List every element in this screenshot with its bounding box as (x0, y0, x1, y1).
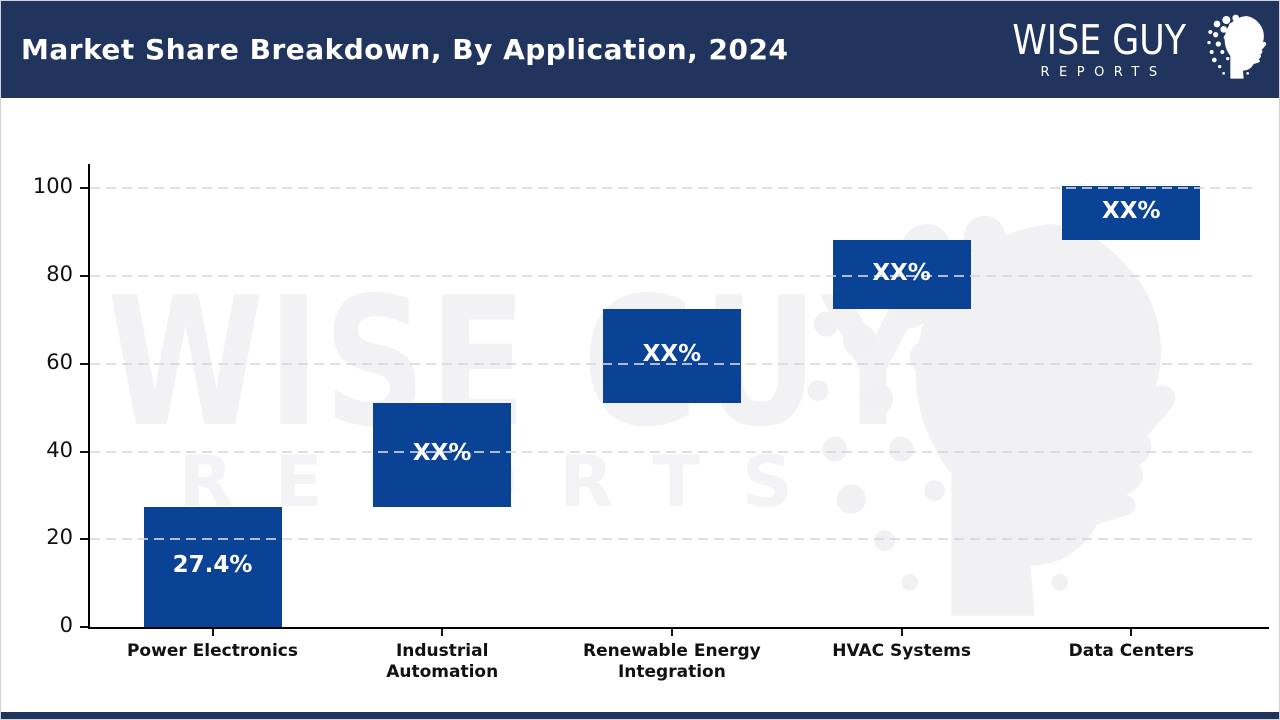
x-tick-label: Data Centers (1068, 641, 1194, 661)
gridline (90, 450, 1257, 453)
bar (143, 506, 282, 627)
bar-value-label: XX% (412, 440, 472, 467)
header: Market Share Breakdown, By Application, … (1, 1, 1279, 98)
y-axis (88, 164, 90, 629)
gridline (90, 187, 1257, 190)
brand-subname: REPORTS (1040, 64, 1167, 80)
y-tick-mark (80, 275, 89, 278)
y-tick-label: 0 (59, 613, 73, 637)
bar-value-label: XX% (1102, 198, 1161, 225)
brand-logo: WISE GUY REPORTS (997, 8, 1269, 88)
x-tick-mark (441, 628, 444, 636)
gridline (90, 538, 1257, 541)
x-tick-mark (670, 628, 673, 636)
x-tick-label: HVAC Systems (832, 641, 971, 661)
page-title: Market Share Breakdown, By Application, … (21, 33, 789, 66)
footer-bar (1, 712, 1279, 719)
y-tick-mark (80, 450, 89, 453)
x-tick-mark (211, 628, 214, 636)
gridline (90, 275, 1257, 278)
x-tick-label: Power Electronics (126, 641, 299, 661)
y-tick-mark (80, 626, 89, 628)
y-tick-label: 100 (32, 174, 73, 199)
y-tick-mark (80, 362, 89, 365)
brand-logo-text: WISE GUY REPORTS (997, 17, 1201, 80)
bar (602, 308, 741, 404)
bar (373, 403, 512, 507)
x-tick-label: Renewable Energy Integration (583, 641, 761, 682)
y-tick-label: 80 (46, 262, 73, 287)
brand-name: WISE GUY (1011, 15, 1186, 64)
y-tick-label: 20 (46, 525, 73, 550)
bar-value-label: XX% (642, 341, 702, 368)
x-tick-label: Industrial Automation (386, 641, 499, 682)
x-axis (88, 627, 1269, 629)
brand-head-icon (1207, 14, 1267, 79)
bar-value-label: XX% (872, 259, 931, 286)
y-tick-mark (80, 538, 89, 541)
y-tick-label: 40 (46, 437, 73, 462)
y-tick-label: 60 (46, 349, 73, 374)
y-tick-mark (80, 187, 89, 190)
x-tick-mark (900, 628, 903, 636)
gridline (90, 362, 1257, 365)
bar-value-label: 27.4% (172, 551, 253, 578)
x-tick-mark (1130, 628, 1133, 636)
